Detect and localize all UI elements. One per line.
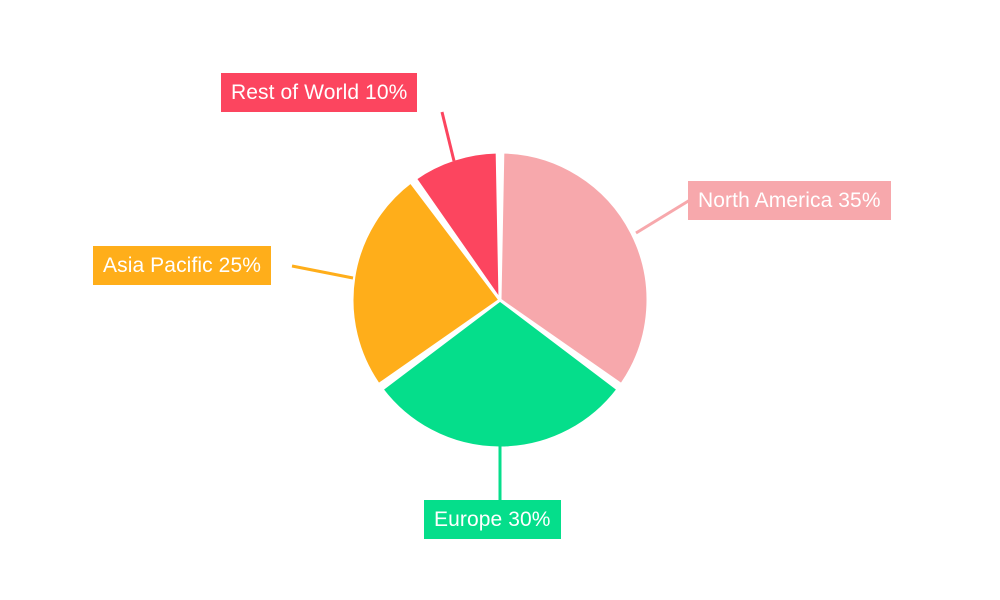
leader-line-north-america bbox=[635, 198, 691, 235]
pie-slice-asia-pacific[interactable] bbox=[350, 180, 502, 387]
pie-label-asia-pacific[interactable]: Asia Pacific 25% bbox=[93, 246, 272, 285]
leader-line-rest-of-world bbox=[440, 111, 456, 162]
pie-label-europe[interactable]: Europe 30% bbox=[424, 500, 561, 539]
pie-slices-group bbox=[350, 150, 650, 450]
leader-lines-group bbox=[291, 111, 691, 500]
leader-line-asia-pacific bbox=[291, 264, 354, 280]
pie-slice-north-america[interactable] bbox=[498, 150, 650, 387]
pie-label-rest-of-world[interactable]: Rest of World 10% bbox=[221, 73, 418, 112]
pie-label-north-america[interactable]: North America 35% bbox=[688, 181, 891, 220]
